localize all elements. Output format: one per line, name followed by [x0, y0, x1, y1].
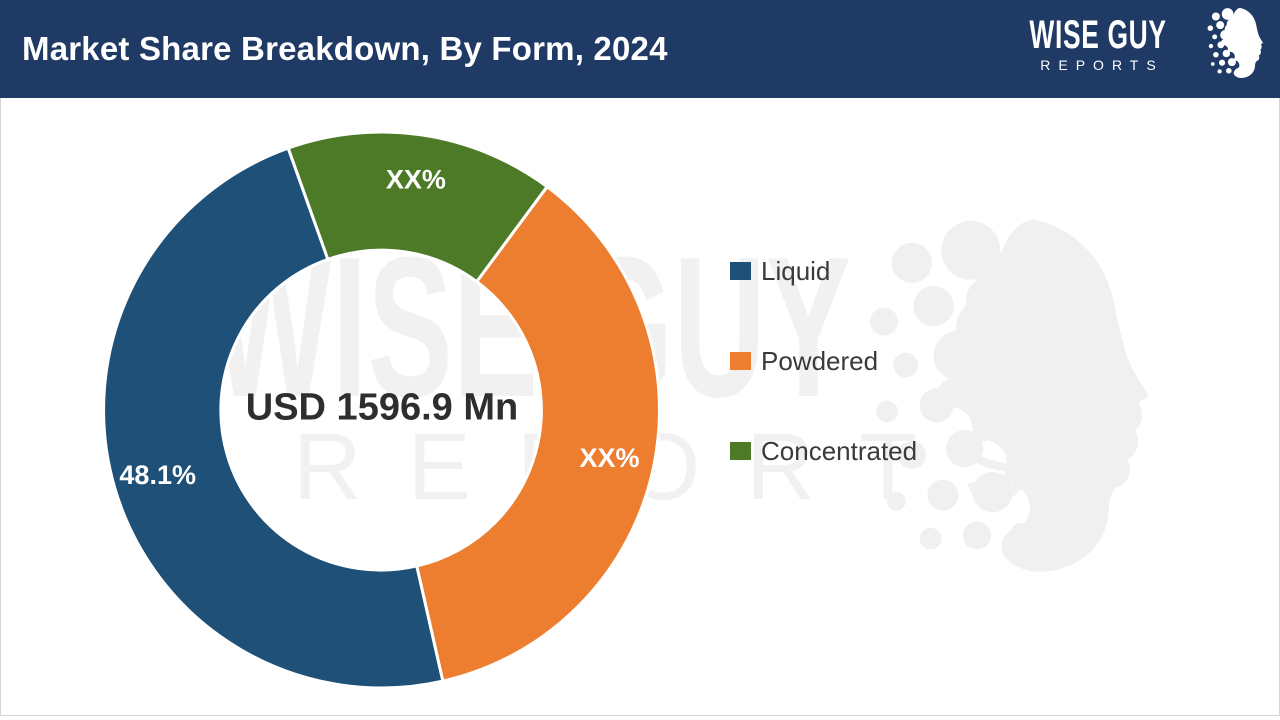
legend-item-concentrated: Concentrated [730, 434, 917, 468]
legend-swatch-powdered [730, 352, 751, 370]
legend-swatch-concentrated [730, 442, 751, 460]
legend-label-powdered: Powdered [761, 346, 879, 376]
legend-item-liquid: Liquid [730, 254, 830, 288]
brand-logo: WISE GUY REPORTS [994, 6, 1266, 80]
watermark-face-icon [870, 219, 1150, 572]
legend-swatch-liquid [730, 262, 751, 280]
chart-area: WISE GUY REPORTS [0, 98, 1280, 716]
brand-logo-text: WISE GUY REPORTS [994, 13, 1202, 73]
brand-face-icon [1207, 7, 1264, 78]
legend-label-concentrated: Concentrated [761, 436, 918, 466]
chart-center-value: USD 1596.9 Mn [245, 386, 519, 429]
brand-subtitle: REPORTS [1040, 57, 1164, 73]
legend-label-liquid: Liquid [761, 256, 831, 286]
brand-name: WISE GUY [1029, 13, 1167, 57]
page-title: Market Share Breakdown, By Form, 2024 [22, 30, 668, 67]
header-bar: Market Share Breakdown, By Form, 2024 WI… [0, 0, 1280, 98]
legend-item-powdered: Powdered [730, 344, 878, 378]
